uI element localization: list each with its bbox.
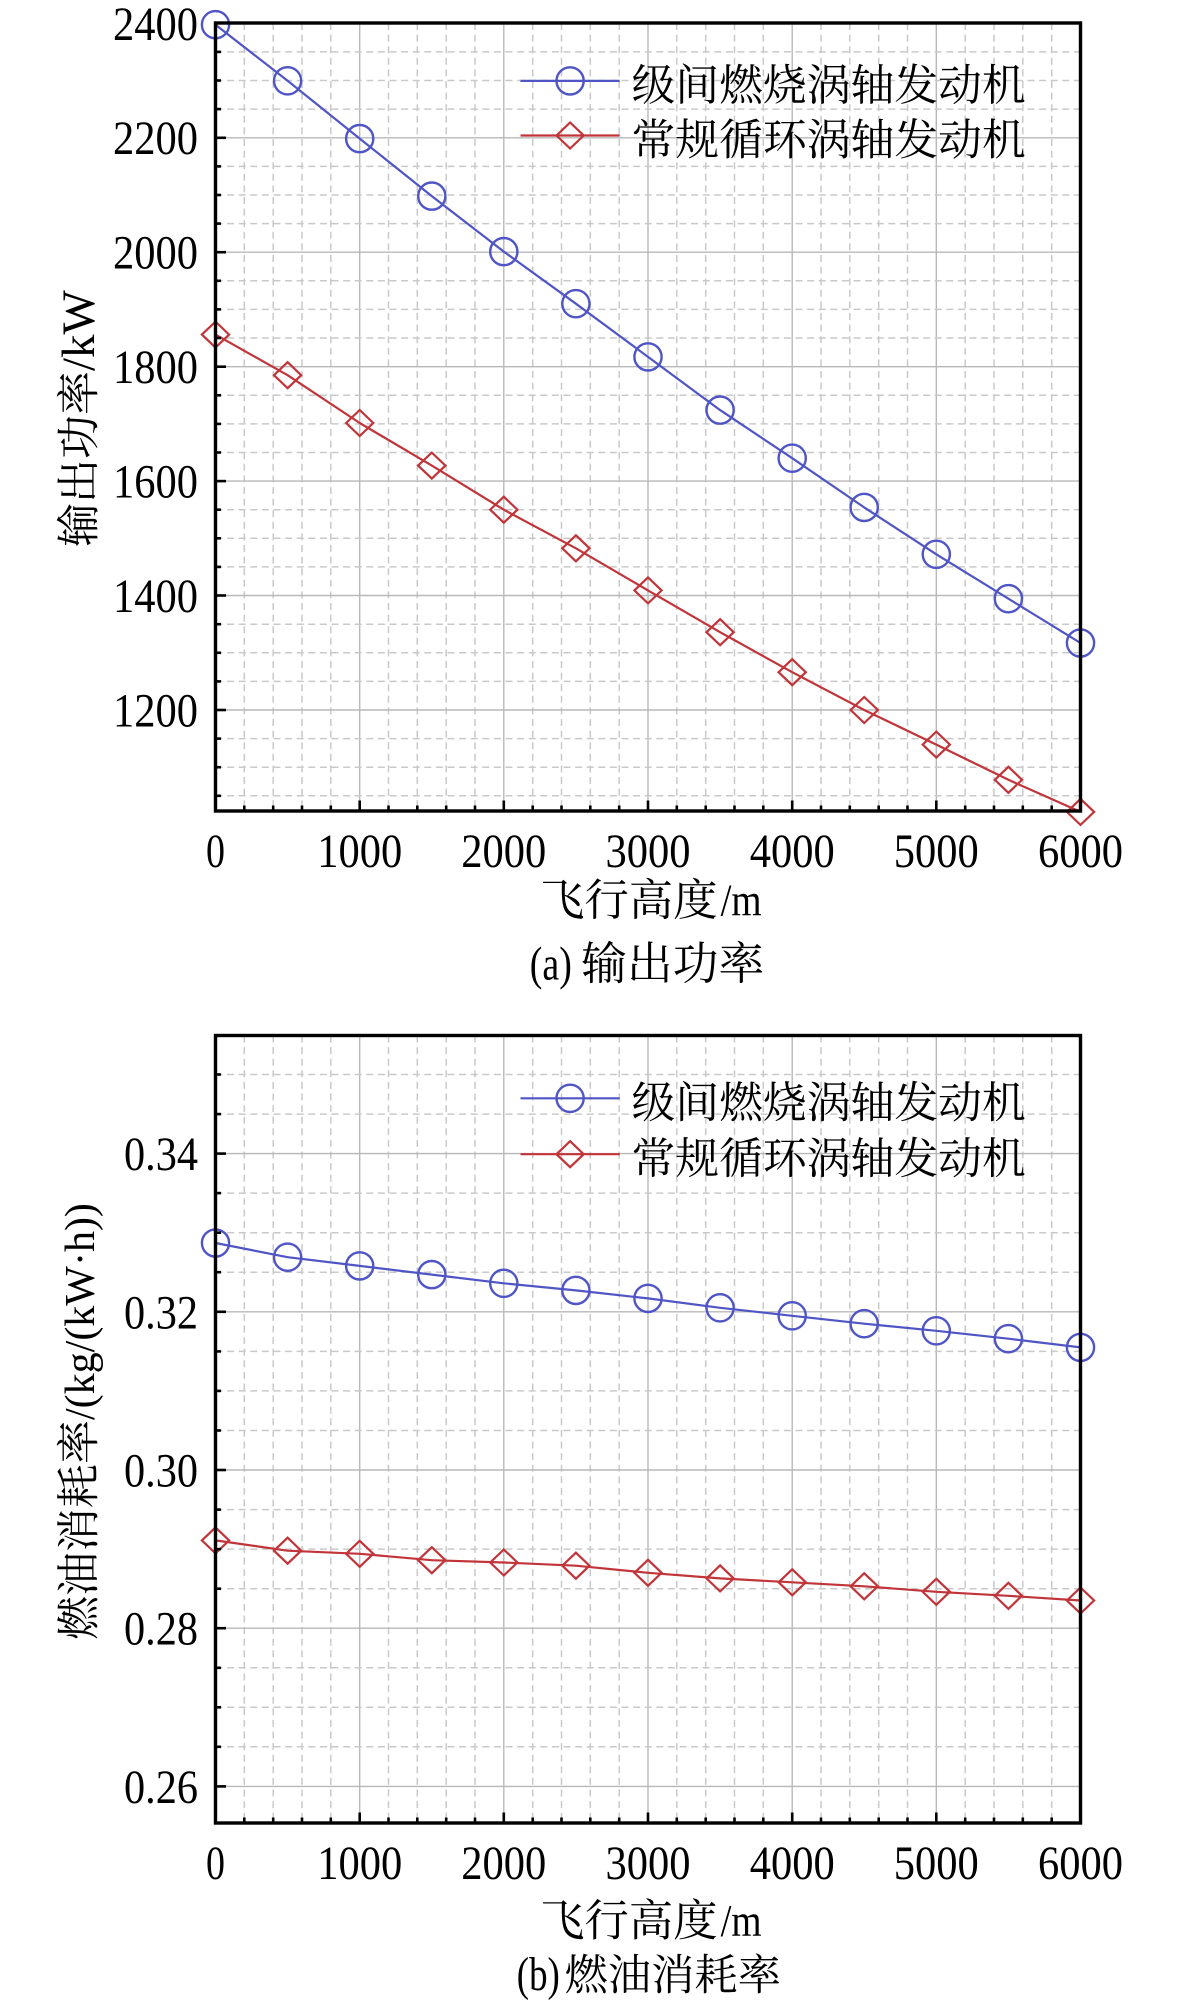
- svg-text:6000: 6000: [1038, 1837, 1123, 1890]
- svg-text:4000: 4000: [750, 825, 835, 878]
- svg-text:1400: 1400: [113, 570, 198, 623]
- svg-text:0: 0: [206, 1837, 225, 1890]
- svg-text:2200: 2200: [113, 112, 198, 165]
- svg-text:3000: 3000: [606, 1837, 691, 1890]
- svg-text:0.34: 0.34: [124, 1128, 198, 1181]
- svg-text:0: 0: [206, 825, 225, 878]
- svg-text:(b): (b): [517, 1948, 560, 2001]
- svg-text:2400: 2400: [113, 0, 198, 51]
- svg-text:4000: 4000: [750, 1837, 835, 1890]
- svg-text:6000: 6000: [1038, 825, 1123, 878]
- svg-text:/kW: /kW: [53, 289, 105, 371]
- svg-text:/m: /m: [721, 875, 762, 926]
- svg-text:0.26: 0.26: [124, 1761, 198, 1814]
- svg-text:0.32: 0.32: [124, 1286, 198, 1339]
- svg-text:0.30: 0.30: [124, 1445, 198, 1498]
- svg-text:0.28: 0.28: [124, 1603, 198, 1656]
- svg-text:(a): (a): [530, 938, 572, 991]
- svg-text:3000: 3000: [606, 825, 691, 878]
- svg-text:2000: 2000: [113, 227, 198, 280]
- svg-text:1000: 1000: [317, 825, 402, 878]
- svg-text:1200: 1200: [113, 685, 198, 738]
- svg-text:1600: 1600: [113, 456, 198, 509]
- svg-text:/m: /m: [721, 1895, 762, 1946]
- svg-text:1000: 1000: [317, 1837, 402, 1890]
- svg-text:2000: 2000: [461, 1837, 546, 1890]
- svg-text:2000: 2000: [461, 825, 546, 878]
- svg-text:5000: 5000: [894, 825, 979, 878]
- svg-text:5000: 5000: [894, 1837, 979, 1890]
- svg-text:1800: 1800: [113, 341, 198, 394]
- svg-text:/(kg/(kW·h)): /(kg/(kW·h)): [58, 1203, 104, 1420]
